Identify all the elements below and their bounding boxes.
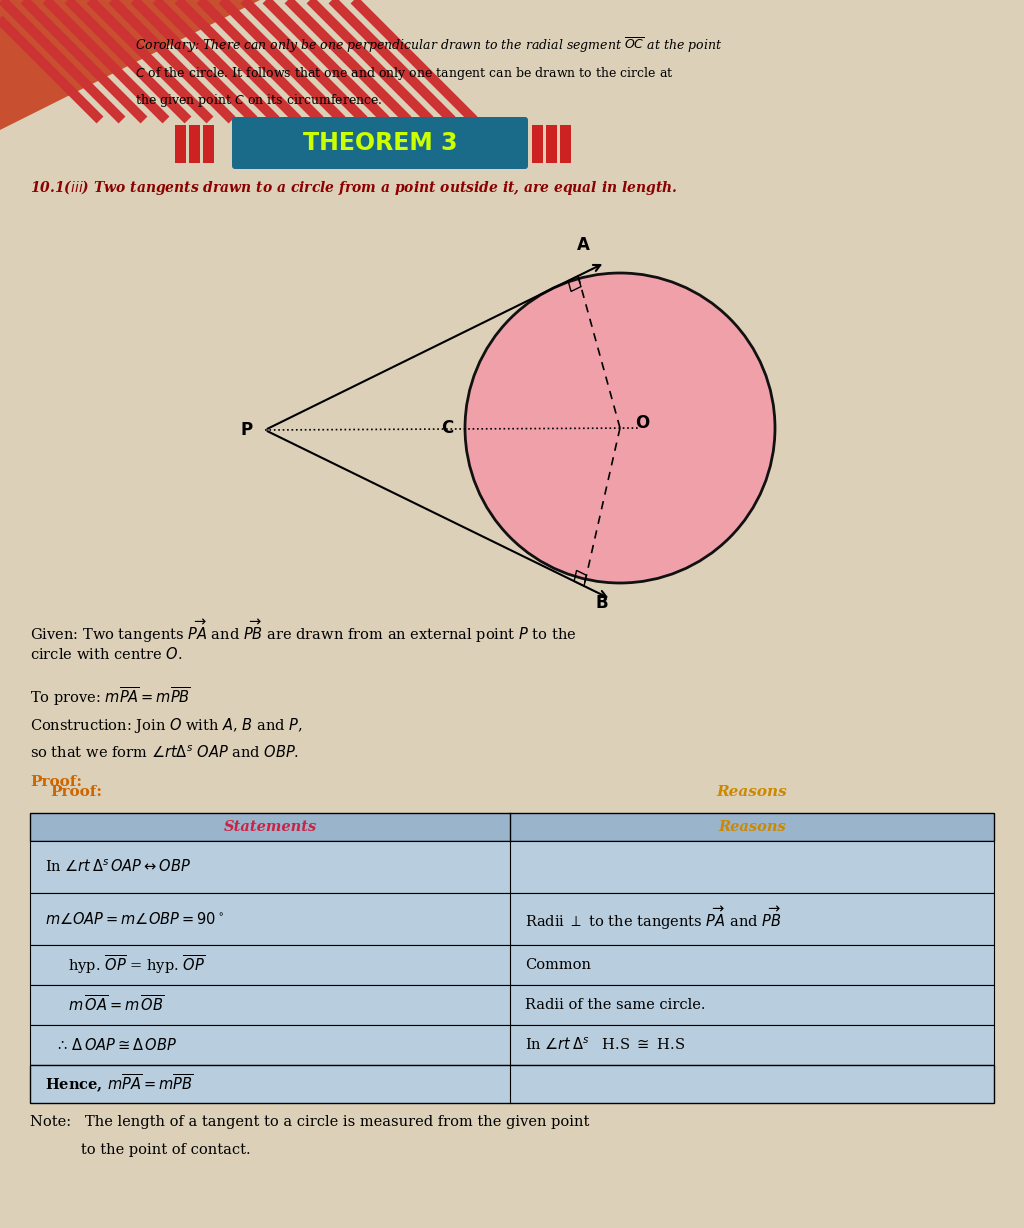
Text: P: P	[241, 421, 253, 438]
Text: Note:   The length of a tangent to a circle is measured from the given point: Note: The length of a tangent to a circl…	[30, 1115, 590, 1129]
Bar	[30, 985, 994, 1025]
Text: In $\angle rt\,\Delta^s\,OAP \leftrightarrow OBP$: In $\angle rt\,\Delta^s\,OAP \leftrighta…	[45, 858, 191, 876]
Text: Common: Common	[525, 958, 591, 971]
Bar	[30, 1025, 994, 1065]
Text: Construction: Join $O$ with $A$, $B$ and $P$,: Construction: Join $O$ with $A$, $B$ and…	[30, 716, 303, 736]
Text: $C$ of the circle. It follows that one and only one tangent can be drawn to the : $C$ of the circle. It follows that one a…	[135, 65, 674, 82]
Bar	[30, 893, 994, 944]
Bar	[175, 125, 186, 163]
Text: Hence, $m\overline{PA} = m\overline{PB}$: Hence, $m\overline{PA} = m\overline{PB}$	[45, 1073, 194, 1095]
Bar	[560, 125, 571, 163]
Text: O: O	[635, 414, 649, 432]
Text: Proof:: Proof:	[30, 775, 82, 788]
Polygon shape	[0, 0, 260, 130]
Text: THEOREM 3: THEOREM 3	[303, 131, 458, 155]
Text: to the point of contact.: to the point of contact.	[30, 1143, 251, 1157]
Bar	[30, 944, 994, 985]
Text: Radii $\perp$ to the tangents $\overrightarrow{PA}$ and $\overrightarrow{PB}$: Radii $\perp$ to the tangents $\overrigh…	[525, 905, 781, 932]
Text: To prove: $m\overline{PA} = m\overline{PB}$: To prove: $m\overline{PA} = m\overline{P…	[30, 685, 191, 707]
Text: $m\angle OAP = m\angle OBP = 90^\circ$: $m\angle OAP = m\angle OBP = 90^\circ$	[45, 911, 224, 927]
Bar	[546, 125, 557, 163]
Text: Statements: Statements	[223, 820, 316, 834]
Bar	[30, 841, 994, 893]
Text: so that we form $\angle rt\Delta^s$ $OAP$ and $OBP$.: so that we form $\angle rt\Delta^s$ $OAP…	[30, 744, 299, 760]
Text: $m\,\overline{OA} = m\,\overline{OB}$: $m\,\overline{OA} = m\,\overline{OB}$	[45, 995, 165, 1014]
Text: C: C	[441, 419, 454, 437]
Text: In $\angle rt\,\Delta^s$   H.S $\cong$ H.S: In $\angle rt\,\Delta^s$ H.S $\cong$ H.S	[525, 1036, 685, 1054]
Text: Corollary: There can only be one perpendicular drawn to the radial segment $\ove: Corollary: There can only be one perpend…	[135, 36, 722, 55]
FancyBboxPatch shape	[232, 117, 528, 169]
Text: Given: Two tangents $\overrightarrow{PA}$ and $\overrightarrow{PB}$ are drawn fr: Given: Two tangents $\overrightarrow{PA}…	[30, 618, 577, 645]
Text: the given point $C$ on its circumference.: the given point $C$ on its circumference…	[135, 92, 383, 109]
Text: Proof:: Proof:	[50, 785, 102, 798]
Text: $\therefore\,\Delta\,OAP \cong \Delta\,OBP$: $\therefore\,\Delta\,OAP \cong \Delta\,O…	[45, 1036, 177, 1052]
Bar	[189, 125, 200, 163]
Text: 10.1($iii$) Two tangents drawn to a circle from a point outside it, are equal in: 10.1($iii$) Two tangents drawn to a circ…	[30, 178, 678, 196]
Bar	[30, 813, 994, 841]
Text: Reasons: Reasons	[717, 785, 787, 798]
Bar	[203, 125, 214, 163]
Text: circle with centre $O$.: circle with centre $O$.	[30, 646, 182, 662]
Text: hyp. $\overline{OP}$ = hyp. $\overline{OP}$: hyp. $\overline{OP}$ = hyp. $\overline{O…	[45, 953, 205, 976]
Text: Reasons: Reasons	[718, 820, 785, 834]
Text: A: A	[577, 236, 590, 254]
Circle shape	[465, 273, 775, 583]
Text: B: B	[596, 594, 608, 612]
Bar	[532, 125, 543, 163]
Bar	[30, 1065, 994, 1103]
Text: Radii of the same circle.: Radii of the same circle.	[525, 998, 706, 1012]
